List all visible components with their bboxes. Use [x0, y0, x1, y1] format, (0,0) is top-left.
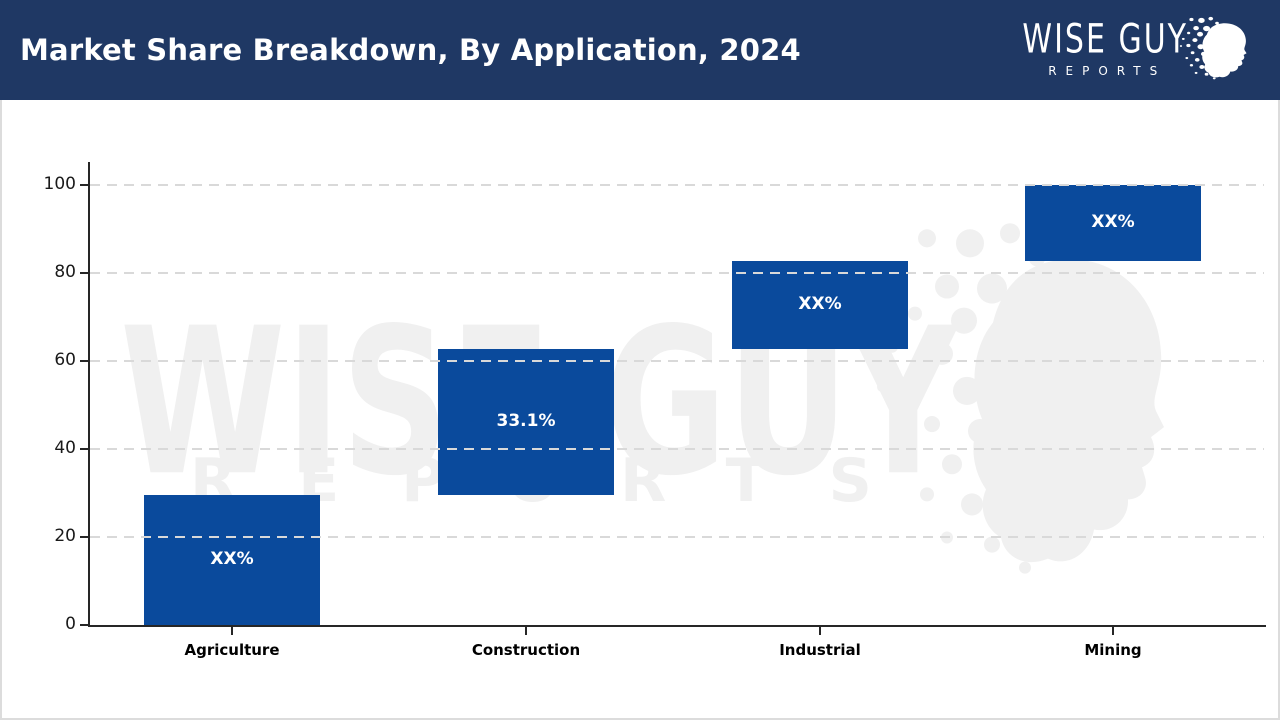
bar-construction: [438, 349, 614, 495]
gridline-y80: [90, 272, 1264, 274]
bar-value-label: 33.1%: [496, 410, 556, 431]
y-tick-mark: [80, 360, 90, 362]
brand-logo-text: WISE GUY REPORTS: [1022, 16, 1188, 78]
chart-panel: WISE GUY REPORTS 020406080100XX%Agricult…: [0, 100, 1280, 720]
page-title: Market Share Breakdown, By Application, …: [20, 33, 801, 67]
bar-value-label: XX%: [798, 294, 842, 315]
brand-face-icon: [1179, 16, 1247, 80]
brand-subtitle: REPORTS: [1048, 64, 1167, 78]
gridline-y20: [90, 536, 1264, 538]
y-tick-label: 80: [54, 262, 76, 282]
x-tick-mark: [231, 627, 233, 635]
brand-wordmark: WISE GUY: [1022, 15, 1188, 64]
y-tick-label: 20: [54, 526, 76, 546]
y-tick-label: 40: [54, 438, 76, 458]
y-tick-mark: [80, 624, 90, 626]
bar-industrial: [732, 261, 908, 350]
bar-mining: [1025, 185, 1201, 262]
plot-area: 0 20 40 60 80 100 XX% Agriculture 33.1% Construct…: [2, 100, 1278, 716]
y-tick-mark: [80, 184, 90, 186]
x-tick-mark: [1112, 627, 1114, 635]
x-axis-line: [88, 625, 1266, 627]
gridline-y100: [90, 184, 1264, 186]
bar-agriculture: [144, 494, 320, 625]
x-tick-label-mining: Mining: [1084, 641, 1142, 659]
bar-value-label: XX%: [1091, 212, 1135, 233]
header: Market Share Breakdown, By Application, …: [0, 0, 1280, 100]
y-tick-label: 60: [54, 350, 76, 370]
x-tick-mark: [525, 627, 527, 635]
brand-logo: WISE GUY REPORTS: [1022, 7, 1274, 93]
bar-value-label: XX%: [210, 548, 254, 569]
y-tick-label: 0: [65, 614, 76, 634]
y-tick-mark: [80, 536, 90, 538]
y-tick-mark: [80, 272, 90, 274]
gridline-y40: [90, 448, 1264, 450]
x-tick-label-industrial: Industrial: [779, 641, 861, 659]
x-tick-label-construction: Construction: [471, 641, 581, 659]
y-tick-mark: [80, 448, 90, 450]
y-axis-line: [88, 162, 90, 627]
x-tick-label-agriculture: Agriculture: [184, 641, 280, 659]
x-tick-mark: [819, 627, 821, 635]
gridline-y60: [90, 360, 1264, 362]
y-tick-label: 100: [43, 174, 76, 194]
